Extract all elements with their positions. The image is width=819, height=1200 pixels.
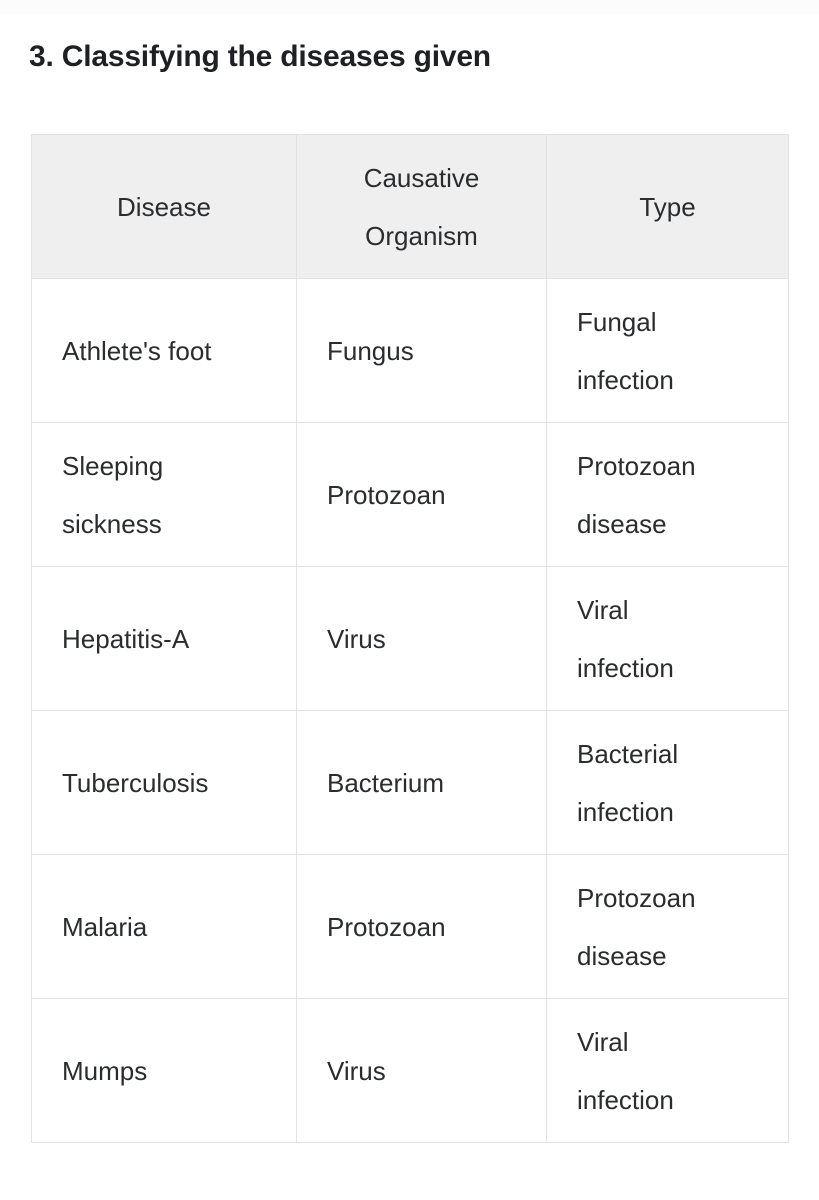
disease-classification-table: Disease Causative Organism Type Athlete' xyxy=(31,134,789,1143)
table-row: Mumps Virus Viral infection xyxy=(31,998,789,1143)
cell-organism: Virus xyxy=(296,566,547,711)
cell-type-line-2: infection xyxy=(577,796,674,827)
cell-disease-line-2: sickness xyxy=(62,508,162,539)
cell-type: Viral infection xyxy=(546,566,789,711)
cell-disease: Tuberculosis xyxy=(31,710,297,855)
top-band xyxy=(0,0,819,14)
cell-disease: Athlete's foot xyxy=(31,278,297,423)
cell-type-line-2: infection xyxy=(577,364,674,395)
cell-disease-line-1: Sleeping xyxy=(62,450,164,481)
table-header-row: Disease Causative Organism Type xyxy=(31,134,789,279)
cell-disease: Sleeping sickness xyxy=(31,422,297,567)
cell-disease: Mumps xyxy=(31,998,297,1143)
cell-organism: Virus xyxy=(296,998,547,1143)
column-header-type-line-1: Type xyxy=(639,191,696,222)
cell-type-line-2: infection xyxy=(577,1084,674,1115)
column-header-type: Type xyxy=(546,134,789,279)
cell-type: Protozoan disease xyxy=(546,422,789,567)
column-header-causative-organism-line-1: Causative xyxy=(363,162,480,193)
disease-table-wrapper: Disease Causative Organism Type Athlete' xyxy=(31,134,789,1143)
column-header-causative-organism: Causative Organism xyxy=(296,134,547,279)
table-row: Athlete's foot Fungus Fungal infection xyxy=(31,278,789,423)
column-header-causative-organism-line-2: Organism xyxy=(365,220,478,251)
cell-type-line-2: infection xyxy=(577,652,674,683)
table-row: Malaria Protozoan Protozoan disease xyxy=(31,854,789,999)
cell-type: Viral infection xyxy=(546,998,789,1143)
table-row: Tuberculosis Bacterium Bacterial infecti… xyxy=(31,710,789,855)
cell-type-line-2: disease xyxy=(577,508,667,539)
cell-type: Protozoan disease xyxy=(546,854,789,999)
table-head: Disease Causative Organism Type xyxy=(31,134,789,279)
table-body: Athlete's foot Fungus Fungal infection S… xyxy=(31,278,789,1143)
cell-type-line-1: Fungal xyxy=(577,306,657,337)
cell-type-line-1: Protozoan xyxy=(577,450,696,481)
cell-disease: Hepatitis-A xyxy=(31,566,297,711)
cell-organism: Fungus xyxy=(296,278,547,423)
cell-type-line-1: Bacterial xyxy=(577,738,679,769)
page-title: 3. Classifying the diseases given xyxy=(29,40,491,73)
cell-type: Bacterial infection xyxy=(546,710,789,855)
cell-type: Fungal infection xyxy=(546,278,789,423)
cell-organism: Protozoan xyxy=(296,854,547,999)
cell-type-line-1: Viral xyxy=(577,1026,629,1057)
column-header-disease: Disease xyxy=(31,134,297,279)
cell-organism: Bacterium xyxy=(296,710,547,855)
table-row: Hepatitis-A Virus Viral infection xyxy=(31,566,789,711)
column-header-disease-line-1: Disease xyxy=(117,191,211,222)
table-row: Sleeping sickness Protozoan Protozoan di… xyxy=(31,422,789,567)
cell-disease: Malaria xyxy=(31,854,297,999)
cell-organism: Protozoan xyxy=(296,422,547,567)
cell-type-line-1: Protozoan xyxy=(577,882,696,913)
cell-type-line-1: Viral xyxy=(577,594,629,625)
cell-type-line-2: disease xyxy=(577,940,667,971)
